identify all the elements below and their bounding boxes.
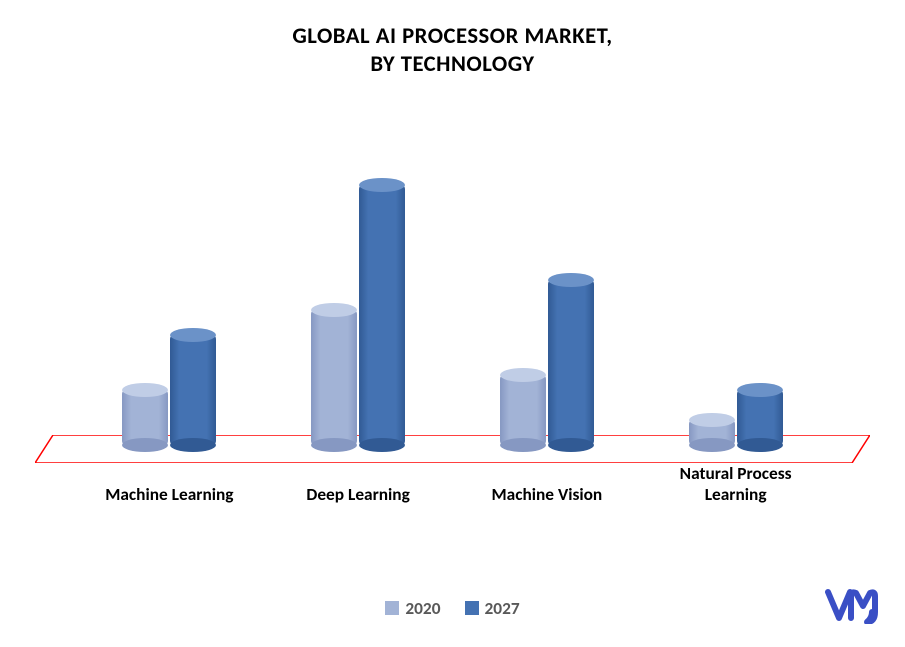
- bar-cap: [737, 383, 783, 397]
- bar-body: [500, 375, 546, 445]
- chart-title: GLOBAL AI PROCESSOR MARKET, BY TECHNOLOG…: [0, 0, 905, 79]
- category-label: Deep Learning: [273, 484, 443, 505]
- bar-pair: [122, 335, 216, 445]
- bar-body: [359, 185, 405, 445]
- bar-cap: [170, 328, 216, 342]
- bar-2027: [548, 280, 594, 445]
- category-label: Natural Process Learning: [651, 463, 821, 505]
- bar-base: [311, 438, 357, 452]
- legend-item: 2027: [465, 597, 520, 619]
- bar-2020: [311, 310, 357, 445]
- bar-base: [122, 438, 168, 452]
- bar-2027: [170, 335, 216, 445]
- category-label: Machine Vision: [462, 484, 632, 505]
- bar-cap: [548, 273, 594, 287]
- category-group: Machine Vision: [453, 145, 642, 505]
- bar-cap: [122, 383, 168, 397]
- legend-item: 2020: [385, 597, 440, 619]
- brand-logo: [825, 588, 883, 629]
- legend-swatch: [385, 601, 399, 615]
- bar-body: [311, 310, 357, 445]
- bar-2027: [737, 390, 783, 445]
- category-group: Deep Learning: [264, 145, 453, 505]
- bar-pair: [311, 185, 405, 445]
- bar-pair: [500, 280, 594, 445]
- bar-2020: [122, 390, 168, 445]
- category-group: Natural Process Learning: [641, 145, 830, 505]
- legend-label: 2020: [405, 597, 440, 619]
- bar-base: [359, 438, 405, 452]
- bar-base: [737, 438, 783, 452]
- bar-base: [500, 438, 546, 452]
- bar-body: [170, 335, 216, 445]
- bar-body: [548, 280, 594, 445]
- bar-base: [170, 438, 216, 452]
- category-label: Machine Learning: [84, 484, 254, 505]
- bar-cap: [359, 178, 405, 192]
- bar-base: [689, 438, 735, 452]
- bar-base: [548, 438, 594, 452]
- bar-chart: Machine Learning Deep Learning Machine Vis…: [35, 145, 870, 505]
- category-group: Machine Learning: [75, 145, 264, 505]
- bar-body: [122, 390, 168, 445]
- bar-body: [737, 390, 783, 445]
- legend-label: 2027: [485, 597, 520, 619]
- bar-2027: [359, 185, 405, 445]
- bar-pair: [689, 390, 783, 445]
- bar-cap: [689, 413, 735, 427]
- title-line-1: GLOBAL AI PROCESSOR MARKET,: [0, 22, 905, 50]
- title-line-2: BY TECHNOLOGY: [0, 50, 905, 78]
- legend-swatch: [465, 601, 479, 615]
- bar-cap: [311, 303, 357, 317]
- bar-2020: [500, 375, 546, 445]
- bar-2020: [689, 420, 735, 445]
- legend: 2020 2027: [0, 597, 905, 619]
- bar-cap: [500, 368, 546, 382]
